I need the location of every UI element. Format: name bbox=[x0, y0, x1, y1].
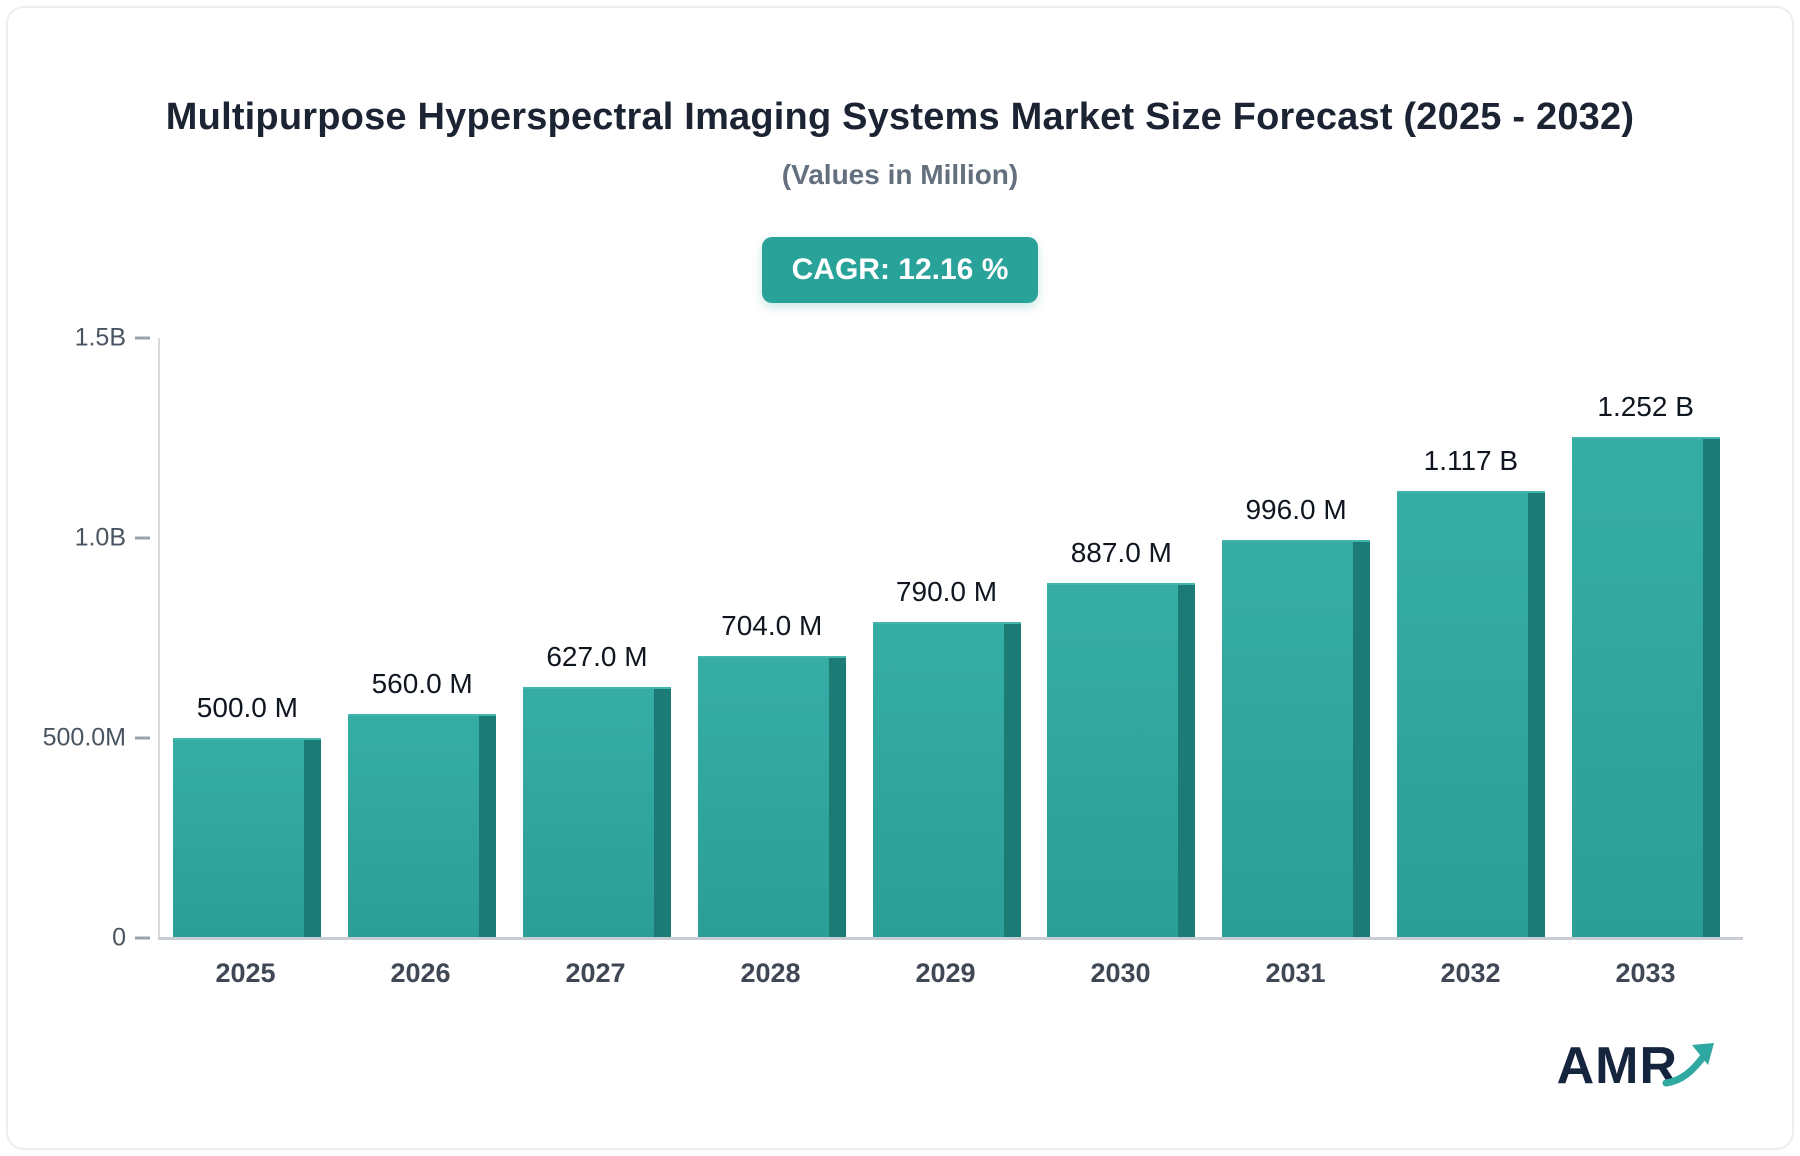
amr-logo-text: AMR bbox=[1556, 1037, 1678, 1095]
chart-area: 1.5B 1.0B 500.0M 0 500.0 M 560.0 M 627.0 M 704… bbox=[8, 324, 1800, 989]
bar-2030 bbox=[1047, 583, 1196, 938]
bar-group-2026: 560.0 M bbox=[335, 668, 510, 938]
y-tick-mark bbox=[135, 936, 150, 940]
y-tick-0: 0 bbox=[112, 924, 150, 953]
bar-group-2033: 1.252 B bbox=[1558, 391, 1733, 938]
x-axis-label-2027: 2027 bbox=[565, 958, 626, 988]
x-axis-label-2031: 2031 bbox=[1265, 958, 1326, 988]
y-tick-label: 500.0M bbox=[42, 723, 126, 752]
bar-side-face bbox=[304, 740, 322, 938]
y-tick-500.0M: 500.0M bbox=[43, 724, 150, 753]
y-tick-1.0B: 1.0B bbox=[75, 524, 150, 553]
y-tick-mark bbox=[135, 536, 150, 540]
bar-side-face bbox=[653, 689, 671, 938]
bar-side-face bbox=[1527, 493, 1545, 938]
bar-group-2029: 790.0 M bbox=[859, 576, 1034, 938]
bar-2033 bbox=[1571, 437, 1720, 938]
cagr-badge: CAGR: 12.16 % bbox=[761, 237, 1039, 303]
y-tick-label: 1.5B bbox=[74, 323, 126, 352]
bar-2032 bbox=[1396, 491, 1545, 938]
x-axis-label-2033: 2033 bbox=[1615, 958, 1676, 988]
bar-group-2027: 627.0 M bbox=[510, 641, 685, 938]
bar-value-label: 500.0 M bbox=[196, 692, 298, 723]
cagr-badge-row: CAGR: 12.16 % bbox=[8, 237, 1792, 303]
bars-container: 500.0 M 560.0 M 627.0 M 704.0 M 790.0 M 887.0… bbox=[160, 338, 1733, 938]
bar-value-label: 1.252 B bbox=[1597, 391, 1694, 423]
bar-2026 bbox=[348, 714, 497, 938]
bar-side-face bbox=[479, 716, 497, 938]
bar-group-2028: 704.0 M bbox=[684, 610, 859, 938]
bar-2029 bbox=[872, 622, 1021, 938]
y-tick-label: 0 bbox=[112, 923, 126, 952]
bar-group-2031: 996.0 M bbox=[1209, 494, 1384, 938]
bar-group-2032: 1.117 B bbox=[1383, 445, 1558, 938]
trend-arrow-icon bbox=[1662, 1043, 1714, 1087]
bar-side-face bbox=[1353, 541, 1371, 938]
bar-value-label: 887.0 M bbox=[1070, 537, 1172, 569]
bar-value-label: 1.117 B bbox=[1423, 445, 1519, 477]
bar-side-face bbox=[1178, 585, 1196, 938]
bar-2028 bbox=[697, 656, 846, 938]
y-axis: 1.5B 1.0B 500.0M 0 bbox=[8, 324, 156, 952]
x-axis-label-2032: 2032 bbox=[1440, 958, 1501, 988]
x-axis-label-2028: 2028 bbox=[740, 958, 801, 988]
bar-value-label: 996.0 M bbox=[1245, 493, 1347, 525]
bar-2031 bbox=[1222, 539, 1371, 938]
bar-side-face bbox=[1003, 624, 1021, 938]
bar-side-face bbox=[828, 658, 846, 938]
y-tick-1.5B: 1.5B bbox=[75, 324, 150, 353]
bar-2027 bbox=[522, 687, 671, 938]
amr-logo: AMR bbox=[1557, 1036, 1722, 1096]
plot-area: 500.0 M 560.0 M 627.0 M 704.0 M 790.0 M 887.0… bbox=[158, 338, 1743, 940]
chart-card: Multipurpose Hyperspectral Imaging Syste… bbox=[6, 6, 1794, 1150]
bar-value-label: 560.0 M bbox=[371, 668, 473, 699]
bar-side-face bbox=[1702, 439, 1720, 938]
bar-value-label: 627.0 M bbox=[546, 641, 648, 673]
x-axis-baseline bbox=[158, 937, 1743, 940]
bar-group-2030: 887.0 M bbox=[1034, 537, 1209, 938]
bar-2025 bbox=[173, 738, 322, 938]
bar-value-label: 790.0 M bbox=[895, 576, 998, 607]
x-axis-label-2025: 2025 bbox=[215, 958, 276, 988]
chart-subtitle: (Values in Million) bbox=[781, 159, 1019, 190]
y-tick-mark bbox=[135, 736, 150, 740]
chart-title: Multipurpose Hyperspectral Imaging Syste… bbox=[165, 96, 1635, 138]
x-axis-label-2029: 2029 bbox=[915, 958, 976, 988]
x-axis-labels: 2025 2026 2027 2028 2029 2030 2031 2032 2033 bbox=[158, 958, 1733, 989]
bar-value-label: 704.0 M bbox=[721, 610, 823, 642]
bar-group-2025: 500.0 M bbox=[160, 692, 335, 938]
y-tick-mark bbox=[135, 336, 150, 340]
x-axis-label-2030: 2030 bbox=[1090, 958, 1151, 988]
x-axis-label-2026: 2026 bbox=[390, 958, 451, 988]
y-tick-label: 1.0B bbox=[74, 523, 126, 552]
